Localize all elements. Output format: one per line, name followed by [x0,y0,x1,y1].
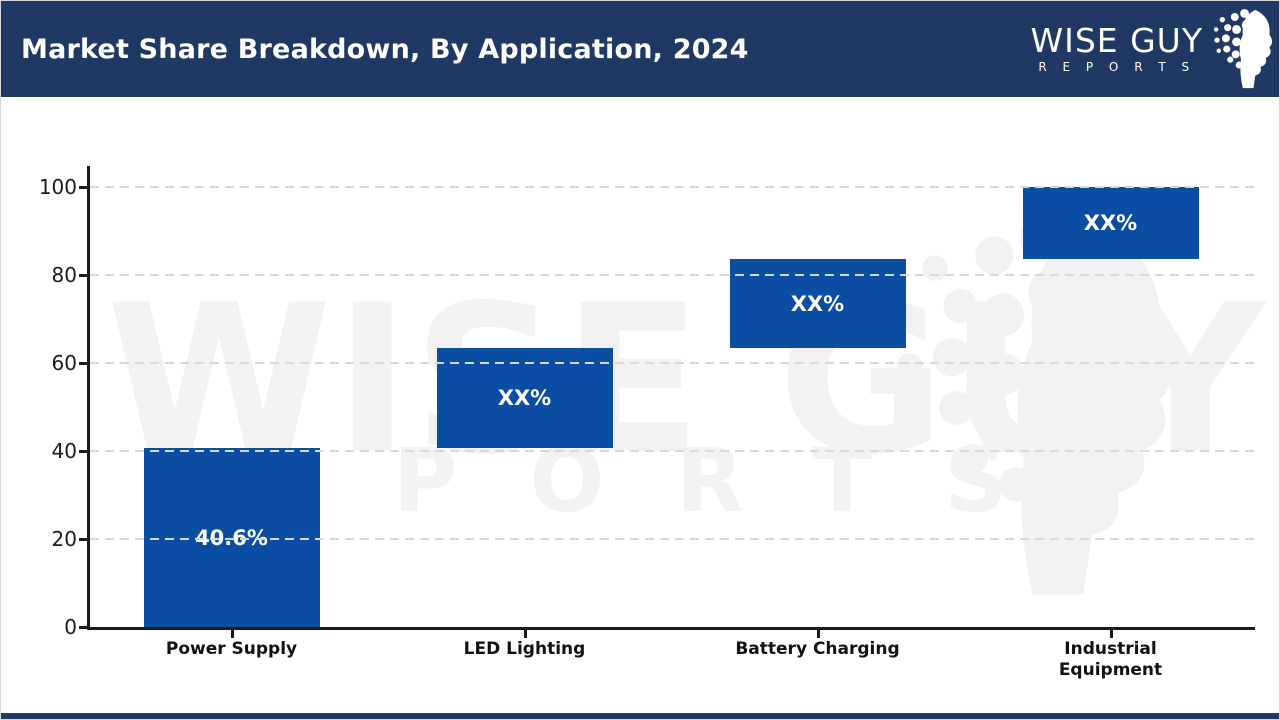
gridline [90,538,1255,540]
gridline [90,362,1255,364]
head-profile-icon [1213,9,1273,89]
y-tick-label: 40 [51,439,77,463]
bar-value-label: XX% [790,291,845,316]
gridline [90,450,1255,452]
bar-value-label: XX% [1083,211,1138,236]
y-tick-mark [79,626,87,629]
bar-value-label: XX% [497,386,552,411]
category-label-led-lighting: LED Lighting [463,639,586,659]
y-tick-mark [79,538,87,541]
bar-industrial-equipment: XX% [1022,187,1199,260]
category-label-industrial-equipment: Industrial Equipment [1058,639,1163,680]
category-label-power-supply: Power Supply [165,639,298,659]
y-tick-mark [79,186,87,189]
y-tick-label: 0 [64,615,77,639]
footer-bar [1,713,1279,719]
bar-power-supply: 40.6% [143,448,320,627]
gridline [90,274,1255,276]
brand-name: WISE GUY [1030,21,1203,60]
header-bar: Market Share Breakdown, By Application, … [1,1,1279,97]
y-tick-label: 20 [51,527,77,551]
y-tick-mark [79,274,87,277]
y-axis-line [87,166,90,630]
y-tick-mark [79,450,87,453]
y-tick-mark [79,362,87,365]
brand-logo: WISE GUY R E P O R T S [1030,1,1273,97]
bar-battery-charging: XX% [729,259,906,349]
y-tick-label: 60 [51,351,77,375]
x-tick-mark [523,630,527,638]
x-tick-mark [230,630,234,638]
page-title: Market Share Breakdown, By Application, … [21,33,749,65]
y-tick-label: 100 [38,175,77,199]
brand-tagline: R E P O R T S [1038,60,1196,74]
y-tick-label: 80 [51,263,77,287]
brand-logo-text: WISE GUY R E P O R T S [1030,24,1203,74]
x-tick-mark [1109,630,1113,638]
bar-value-label: 40.6% [195,525,268,550]
x-axis-line [87,627,1255,630]
gridline [90,186,1255,188]
x-tick-mark [816,630,820,638]
category-label-battery-charging: Battery Charging [735,639,900,659]
bar-led-lighting: XX% [436,348,613,449]
